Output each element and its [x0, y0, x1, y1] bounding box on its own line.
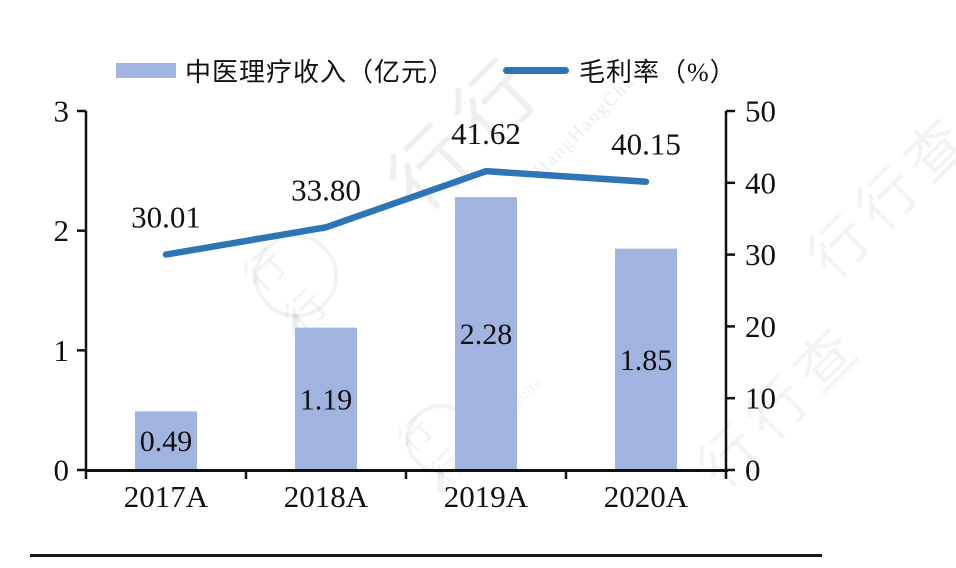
bar-legend-swatch [116, 62, 176, 78]
bar-2017A [135, 411, 197, 470]
legend-item-gross-margin: 毛利率（%） [503, 52, 737, 88]
line-value-label-2018A: 33.80 [291, 172, 361, 207]
y-right-tick-label: 30 [745, 237, 776, 272]
y-left-tick-label: 3 [54, 94, 70, 129]
y-right-tick-label: 20 [745, 309, 776, 344]
bar-2018A [295, 327, 357, 470]
bar-2020A [615, 248, 677, 470]
y-right-tick-label: 40 [745, 165, 776, 200]
x-axis-label-2019A: 2019A [444, 479, 529, 514]
x-axis-label-2017A: 2017A [124, 479, 209, 514]
chart-legend: 中医理疗收入（亿元） 毛利率（%） [0, 52, 956, 88]
y-right-tick-label: 50 [745, 94, 776, 129]
bottom-divider [30, 554, 822, 557]
bar-value-label-2020A: 1.85 [620, 344, 673, 377]
y-right-tick-label: 0 [745, 453, 761, 488]
x-axis-label-2020A: 2020A [604, 479, 689, 514]
line-value-label-2020A: 40.15 [611, 127, 681, 162]
bar-value-label-2018A: 1.19 [300, 383, 353, 416]
line-legend-swatch [503, 66, 569, 74]
bar-2019A [455, 197, 517, 470]
legend-item-revenue: 中医理疗收入（亿元） [116, 52, 455, 88]
y-left-tick-label: 1 [54, 333, 70, 368]
x-axis-label-2018A: 2018A [284, 479, 369, 514]
y-left-tick-label: 0 [54, 453, 70, 488]
bar-value-label-2017A: 0.49 [140, 425, 193, 458]
line-legend-label: 毛利率（%） [579, 57, 737, 87]
line-value-label-2019A: 41.62 [451, 116, 521, 151]
bar-legend-label: 中医理疗收入（亿元） [185, 57, 456, 87]
bar-value-label-2019A: 2.28 [460, 318, 513, 351]
gross-margin-line [162, 167, 650, 258]
y-left-tick-label: 2 [54, 213, 70, 248]
line-value-label-2017A: 30.01 [131, 200, 201, 235]
y-right-tick-label: 10 [745, 381, 776, 416]
